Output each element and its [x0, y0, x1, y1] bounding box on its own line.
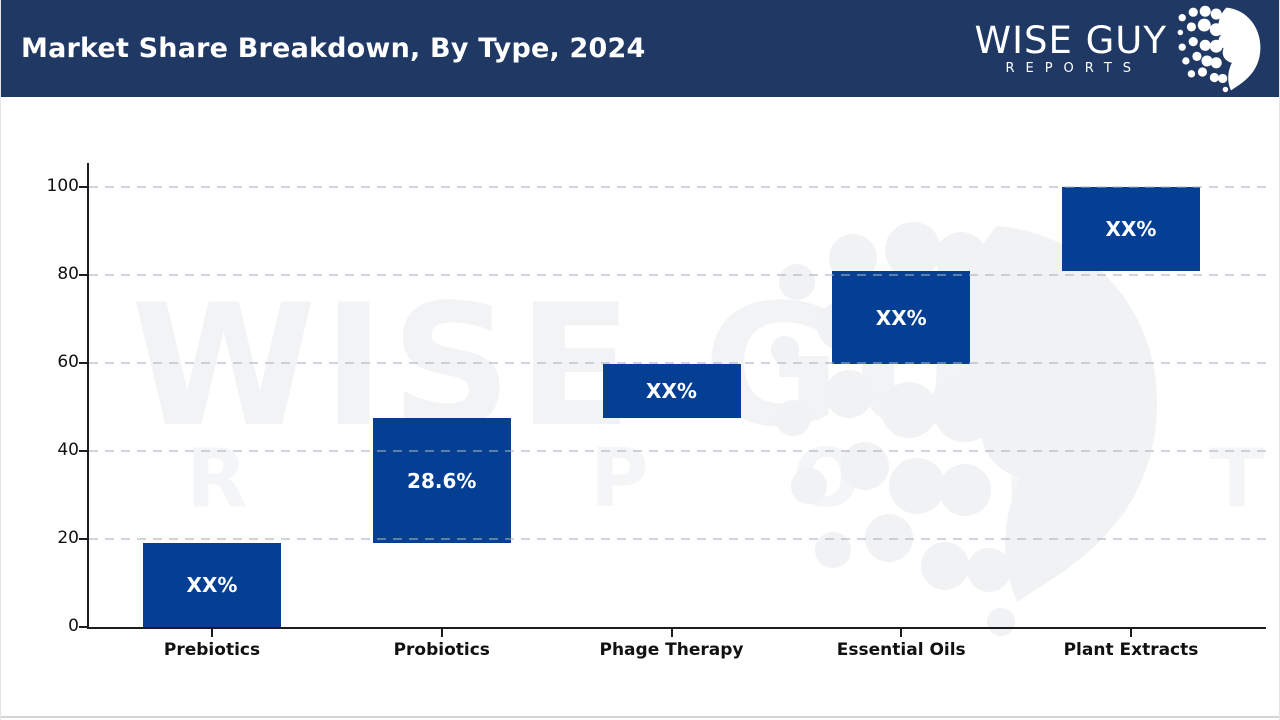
bar-value-label: XX% — [1105, 217, 1157, 242]
y-tick-40 — [79, 450, 87, 453]
logo-wordmark-line2: REPORTS — [1005, 61, 1143, 76]
x-tick-label-4: Plant Extracts — [1063, 640, 1199, 660]
y-axis-line — [87, 163, 89, 629]
y-tick-label-80: 80 — [57, 264, 79, 285]
x-tick-1 — [440, 629, 443, 637]
y-tick-label-20: 20 — [57, 528, 79, 549]
x-tick-2 — [670, 629, 673, 637]
bar-prebiotics — [143, 543, 281, 627]
y-tick-label-100: 100 — [46, 176, 79, 197]
y-tick-label-60: 60 — [57, 352, 79, 373]
logo-wordmark-line1: WISE GUY — [974, 19, 1167, 62]
x-tick-4 — [1130, 629, 1132, 637]
wiseguy-logo: WISE GUY REPORTS — [975, 4, 1265, 94]
x-tick-3 — [900, 629, 903, 637]
bar-value-label: XX% — [186, 573, 238, 598]
bar-value-label: XX% — [875, 305, 927, 330]
x-tick-label-0: Prebiotics — [163, 640, 261, 660]
bar-value-label: XX% — [646, 378, 697, 403]
y-tick-80 — [79, 274, 87, 277]
y-tick-20 — [79, 538, 87, 541]
bottom-border — [1, 716, 1279, 718]
bar-value-label: 28.6% — [407, 468, 477, 493]
gridline-40 — [89, 450, 1266, 453]
y-tick-label-0: 0 — [68, 616, 79, 636]
x-axis-line — [87, 627, 1266, 629]
gridline-80 — [89, 274, 1266, 277]
x-tick-label-1: Probiotics — [393, 640, 490, 660]
x-tick-label-2: Phage Therapy — [599, 640, 744, 660]
y-tick-100 — [79, 186, 87, 189]
y-tick-0 — [79, 626, 87, 628]
plot-area: 0 20 40 60 80 100 XX% Prebiotics 28.6% Probiotics… — [47, 163, 1266, 660]
x-tick-label-3: Essential Oils — [836, 640, 966, 660]
header-bar: Market Share Breakdown, By Type, 2024 WI… — [1, 0, 1279, 97]
logo-wordmark: WISE GUY REPORTS — [975, 22, 1167, 75]
chart-title: Market Share Breakdown, By Type, 2024 — [21, 33, 646, 64]
gridline-20 — [89, 538, 1266, 541]
x-tick-0 — [211, 629, 213, 637]
bar-phage-therapy — [602, 363, 741, 418]
bar-probiotics — [372, 417, 511, 544]
gridline-60 — [89, 362, 1266, 365]
y-tick-60 — [79, 362, 87, 365]
gridline-100 — [89, 186, 1266, 189]
y-tick-label-40: 40 — [57, 440, 79, 461]
logo-face-icon — [1177, 5, 1261, 92]
